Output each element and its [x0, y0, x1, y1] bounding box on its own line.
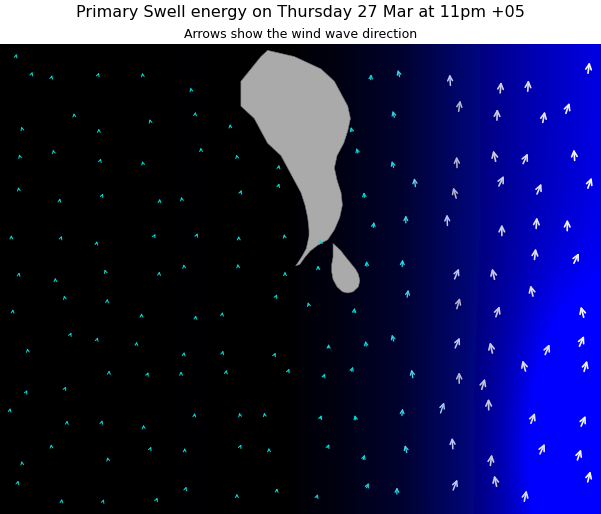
Text: Primary Swell energy on Thursday 27 Mar at 11pm +05: Primary Swell energy on Thursday 27 Mar … — [76, 5, 525, 20]
Text: Arrows show the wind wave direction: Arrows show the wind wave direction — [184, 28, 417, 42]
